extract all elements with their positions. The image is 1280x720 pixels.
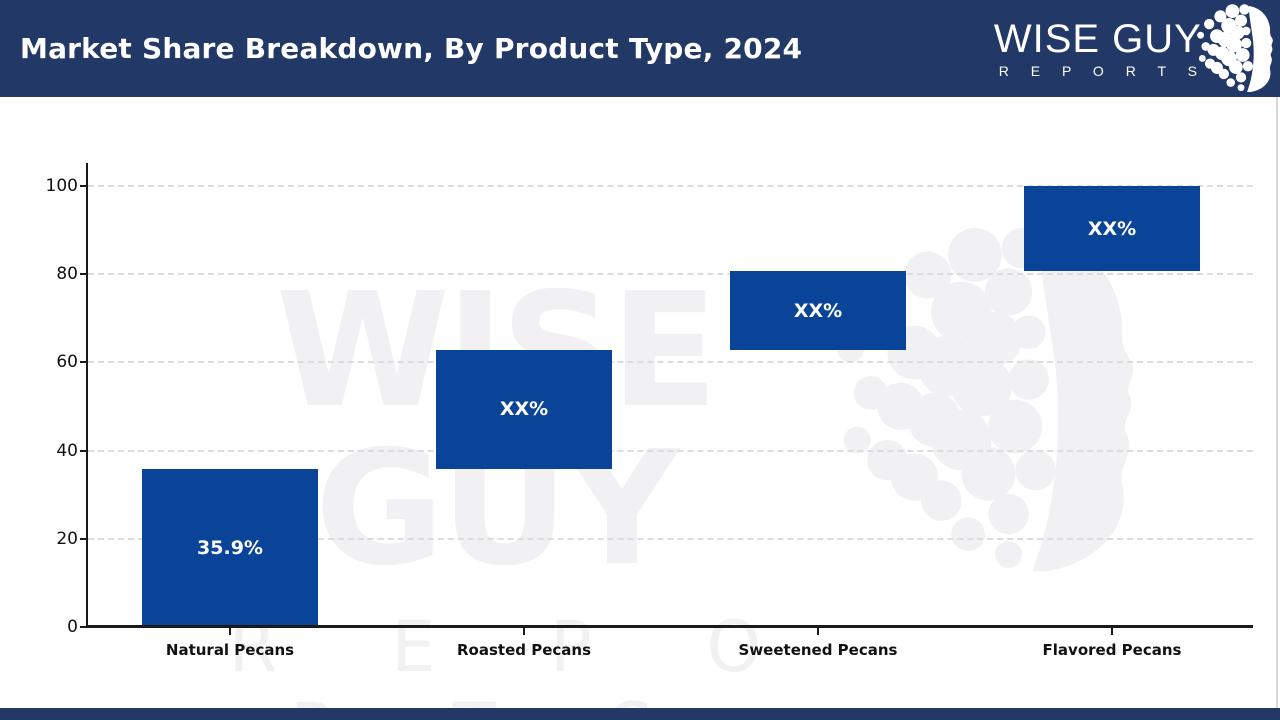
header: Market Share Breakdown, By Product Type,…	[0, 0, 1280, 97]
y-tick-0	[80, 626, 88, 628]
logo-wordmark: WISE GUY	[993, 16, 1202, 61]
bar-sweetened-pecans: XX%	[730, 271, 906, 351]
category-label-3: Flavored Pecans	[1042, 641, 1182, 659]
y-tick-label-20: 20	[56, 528, 78, 549]
gridline-60	[88, 361, 1253, 364]
logo-text: WISE GUY R E P O R T S	[990, 19, 1206, 79]
y-tick-label-100: 100	[45, 176, 78, 196]
gridline-40	[88, 449, 1253, 452]
x-axis-line	[86, 625, 1253, 628]
logo-subtitle: R E P O R T S	[998, 62, 1206, 79]
y-axis-line	[86, 163, 88, 627]
y-tick-100	[80, 185, 88, 187]
bar-value-label: 35.9%	[197, 536, 263, 559]
gridline-80	[88, 273, 1253, 276]
y-tick-label-60: 60	[56, 352, 78, 373]
y-tick-60	[80, 361, 88, 364]
x-tick-2	[817, 627, 819, 635]
gridline-20	[88, 537, 1253, 540]
bar-value-label: XX%	[499, 398, 549, 421]
y-tick-80	[80, 273, 88, 276]
gridline-100	[88, 185, 1253, 187]
category-label-0: Natural Pecans	[165, 641, 295, 659]
y-tick-label-80: 80	[56, 264, 78, 285]
category-label-2: Sweetened Pecans	[738, 641, 898, 659]
bar-value-label: XX%	[793, 299, 843, 322]
logo-face-icon	[1197, 3, 1273, 92]
page-title: Market Share Breakdown, By Product Type,…	[20, 32, 803, 65]
bar-roasted-pecans: XX%	[436, 350, 612, 469]
y-tick-label-40: 40	[56, 440, 78, 461]
y-tick-20	[80, 537, 88, 540]
footer-bar	[0, 708, 1280, 720]
bar-natural-pecans: 35.9%	[142, 468, 318, 627]
right-border	[1276, 97, 1278, 708]
x-tick-1	[523, 627, 525, 635]
bar-flavored-pecans: XX%	[1024, 186, 1200, 272]
category-label-1: Roasted Pecans	[457, 641, 591, 659]
waterfall-chart: 0 20 40 60 80 100 35.9% Natural Pecans XX% Roaste…	[0, 97, 1280, 708]
wiseguy-logo: WISE GUY R E P O R T S	[990, 3, 1278, 94]
bar-value-label: XX%	[1087, 217, 1137, 240]
y-tick-40	[80, 449, 88, 452]
x-tick-3	[1111, 627, 1113, 635]
y-tick-label-0: 0	[67, 617, 78, 637]
x-tick-0	[229, 627, 231, 635]
